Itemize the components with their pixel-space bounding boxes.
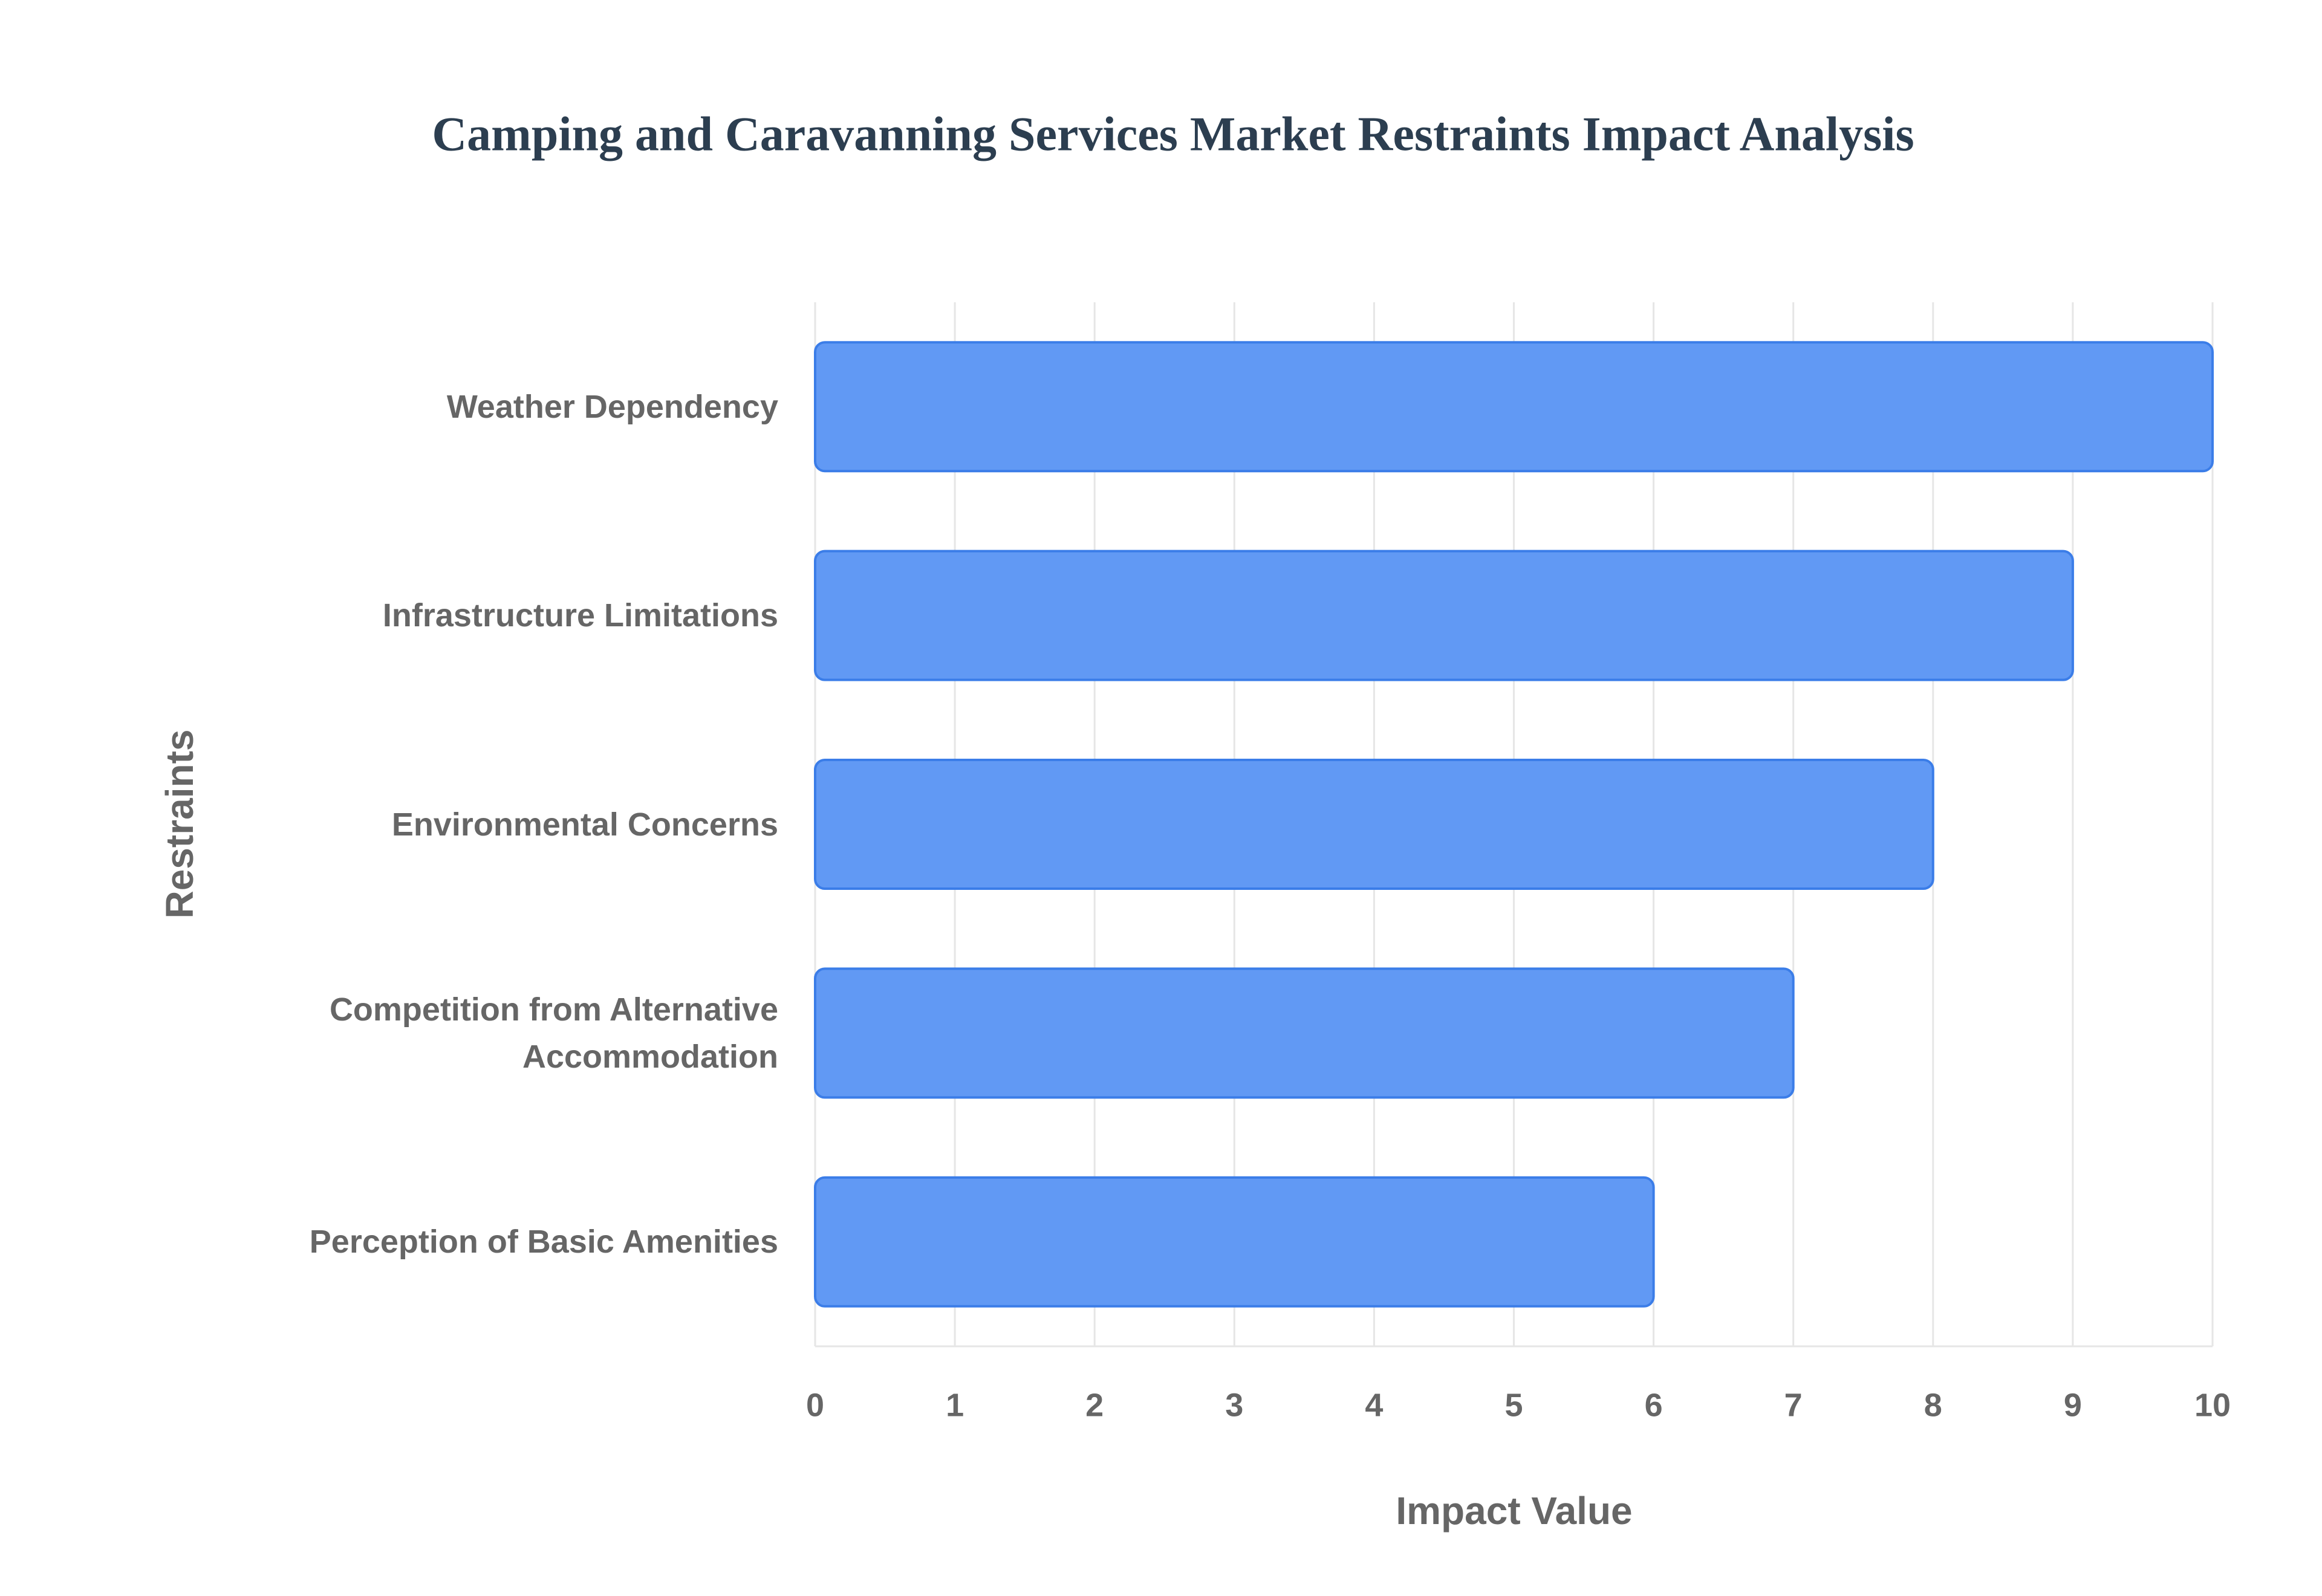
y-tick-label: Weather Dependency <box>446 388 778 425</box>
x-tick-label: 3 <box>1225 1387 1243 1423</box>
bar <box>814 759 1934 890</box>
y-tick-label: Infrastructure Limitations <box>382 597 778 634</box>
y-tick-label: Competition from Alternative Accommodati… <box>329 991 778 1075</box>
x-tick-label: 7 <box>1784 1387 1803 1423</box>
y-axis-title: Restraints <box>158 730 201 919</box>
bar <box>814 550 2074 681</box>
bar <box>814 341 2214 473</box>
bar <box>814 967 1795 1099</box>
x-tick-label: 5 <box>1504 1387 1523 1423</box>
x-tick-label: 10 <box>2194 1387 2231 1423</box>
x-tick-label: 8 <box>1924 1387 1942 1423</box>
x-tick-label: 1 <box>946 1387 964 1423</box>
x-tick-label: 4 <box>1365 1387 1383 1423</box>
x-tick-label: 9 <box>2064 1387 2082 1423</box>
x-tick-label: 6 <box>1645 1387 1663 1423</box>
y-tick-label: Perception of Basic Amenities <box>309 1224 778 1260</box>
y-tick-label: Environmental Concerns <box>391 806 778 843</box>
x-tick-label: 2 <box>1085 1387 1104 1423</box>
chart-title: Camping and Caravanning Services Market … <box>432 108 1914 161</box>
x-axis-title: Impact Value <box>1396 1489 1632 1533</box>
x-tick-label: 0 <box>806 1387 824 1423</box>
bar <box>814 1176 1655 1308</box>
